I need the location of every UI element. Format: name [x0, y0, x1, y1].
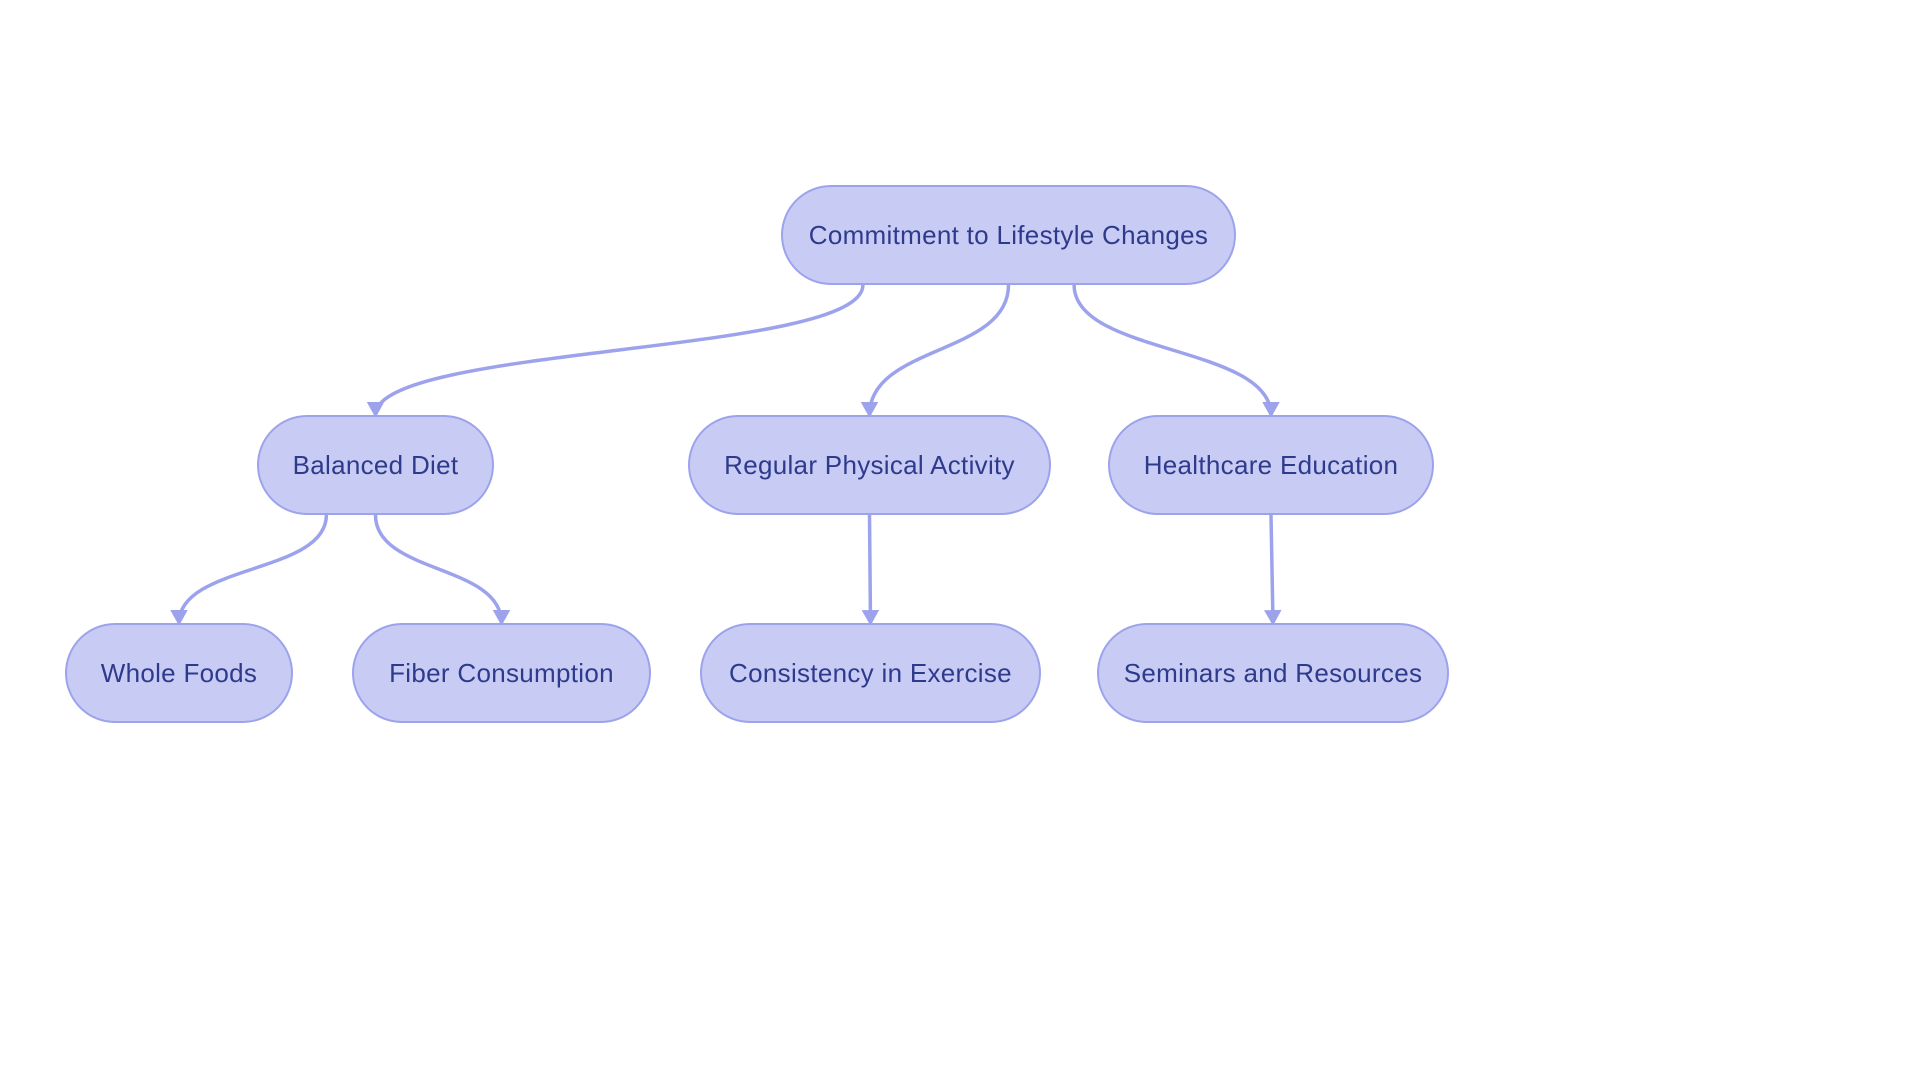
edge-root-activity [870, 285, 1009, 415]
node-diet: Balanced Diet [257, 415, 494, 515]
edge-diet-fiber [376, 515, 502, 623]
node-label: Healthcare Education [1144, 450, 1399, 481]
node-label: Consistency in Exercise [729, 658, 1012, 689]
edge-diet-whole [179, 515, 326, 623]
edge-root-diet [376, 285, 863, 415]
node-edu: Healthcare Education [1108, 415, 1434, 515]
node-label: Fiber Consumption [389, 658, 614, 689]
node-label: Seminars and Resources [1124, 658, 1423, 689]
node-whole: Whole Foods [65, 623, 293, 723]
node-consist: Consistency in Exercise [700, 623, 1041, 723]
edge-activity-consist [870, 515, 871, 623]
node-label: Regular Physical Activity [724, 450, 1015, 481]
diagram-canvas: Commitment to Lifestyle Changes Balanced … [0, 0, 1920, 1083]
node-label: Balanced Diet [293, 450, 459, 481]
node-seminars: Seminars and Resources [1097, 623, 1449, 723]
edges-layer [0, 0, 1920, 1083]
node-fiber: Fiber Consumption [352, 623, 651, 723]
node-label: Whole Foods [101, 658, 257, 689]
edge-root-edu [1074, 285, 1271, 415]
node-activity: Regular Physical Activity [688, 415, 1051, 515]
node-label: Commitment to Lifestyle Changes [809, 220, 1208, 251]
edge-edu-seminars [1271, 515, 1273, 623]
node-root: Commitment to Lifestyle Changes [781, 185, 1236, 285]
